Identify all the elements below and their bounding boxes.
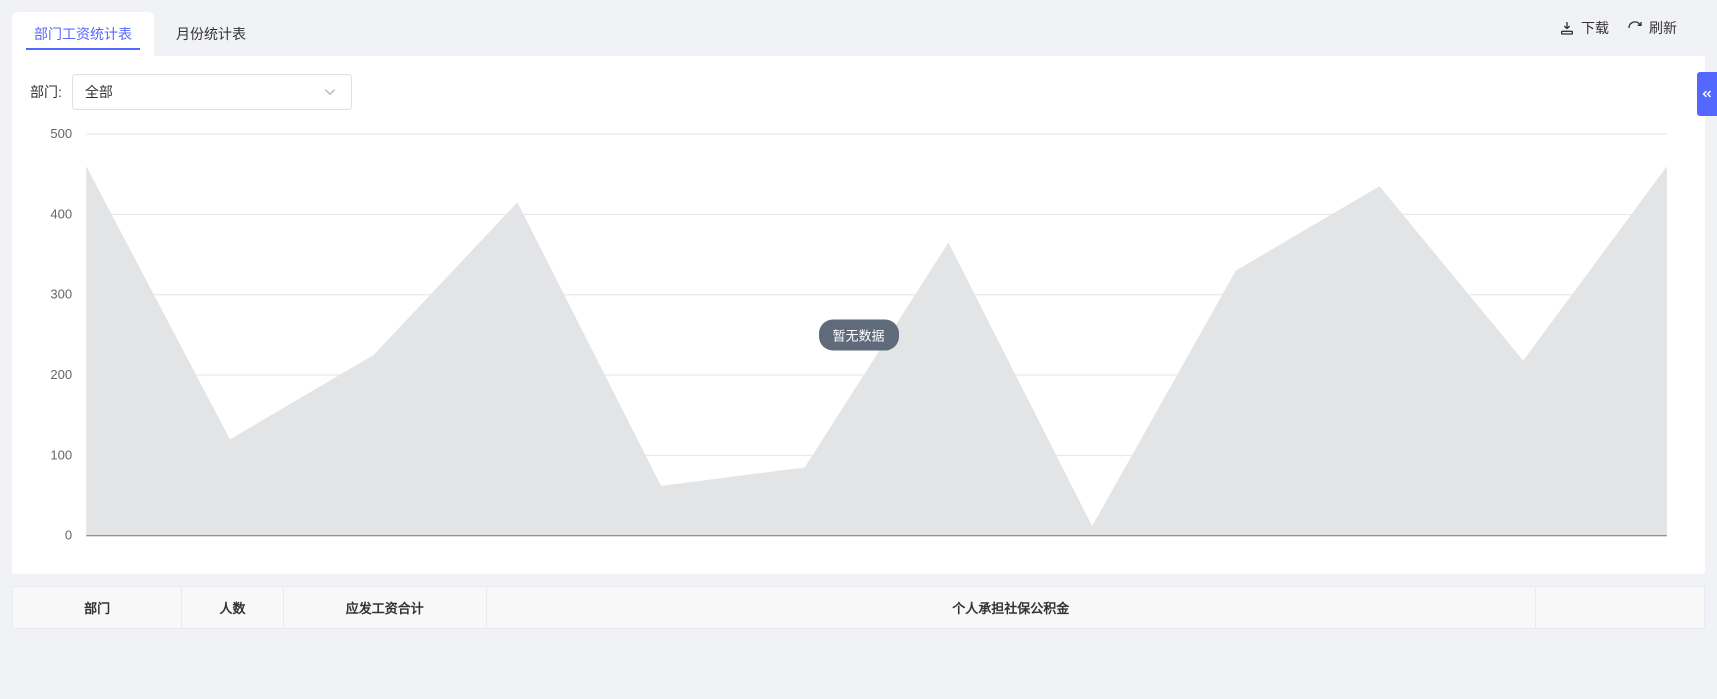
department-filter-label: 部门:	[30, 82, 62, 102]
svg-text:0: 0	[65, 528, 72, 543]
department-select-value: 全部	[85, 82, 113, 102]
download-button[interactable]: 下载	[1559, 18, 1609, 38]
table-header: 个人承担社保公积金	[486, 586, 1535, 628]
tabs: 部门工资统计表 月份统计表	[12, 0, 268, 56]
tabs-row: 部门工资统计表 月份统计表 下载 刷新	[12, 0, 1705, 56]
table-header: 部门	[13, 586, 182, 628]
department-select[interactable]: 全部	[72, 74, 352, 110]
download-icon	[1559, 20, 1575, 36]
download-label: 下载	[1581, 18, 1609, 38]
refresh-button[interactable]: 刷新	[1627, 18, 1677, 38]
refresh-icon	[1627, 20, 1643, 36]
main-panel: 部门: 全部 0100200300400500 暂无数据	[12, 56, 1705, 574]
chart: 0100200300400500 暂无数据	[30, 128, 1687, 550]
side-collapse-handle[interactable]	[1697, 72, 1717, 116]
chevron-down-icon	[321, 83, 339, 101]
svg-text:300: 300	[50, 287, 72, 302]
filter-row: 部门: 全部	[30, 74, 1687, 110]
salary-table: 部门人数应发工资合计个人承担社保公积金	[12, 586, 1705, 629]
svg-text:200: 200	[50, 367, 72, 382]
table-header	[1535, 586, 1704, 628]
chevron-double-left-icon	[1700, 87, 1714, 101]
refresh-label: 刷新	[1649, 18, 1677, 38]
svg-text:400: 400	[50, 206, 72, 221]
actions: 下载 刷新	[1559, 18, 1705, 38]
tab-department-salary[interactable]: 部门工资统计表	[12, 12, 154, 56]
svg-text:500: 500	[50, 128, 72, 141]
table-header: 人数	[182, 586, 284, 628]
svg-text:100: 100	[50, 447, 72, 462]
table-wrap: 部门人数应发工资合计个人承担社保公积金	[12, 586, 1705, 629]
area-chart-svg: 0 100 200 300 400 500	[30, 128, 1687, 550]
tab-month-stats[interactable]: 月份统计表	[154, 12, 268, 56]
table-header: 应发工资合计	[283, 586, 486, 628]
